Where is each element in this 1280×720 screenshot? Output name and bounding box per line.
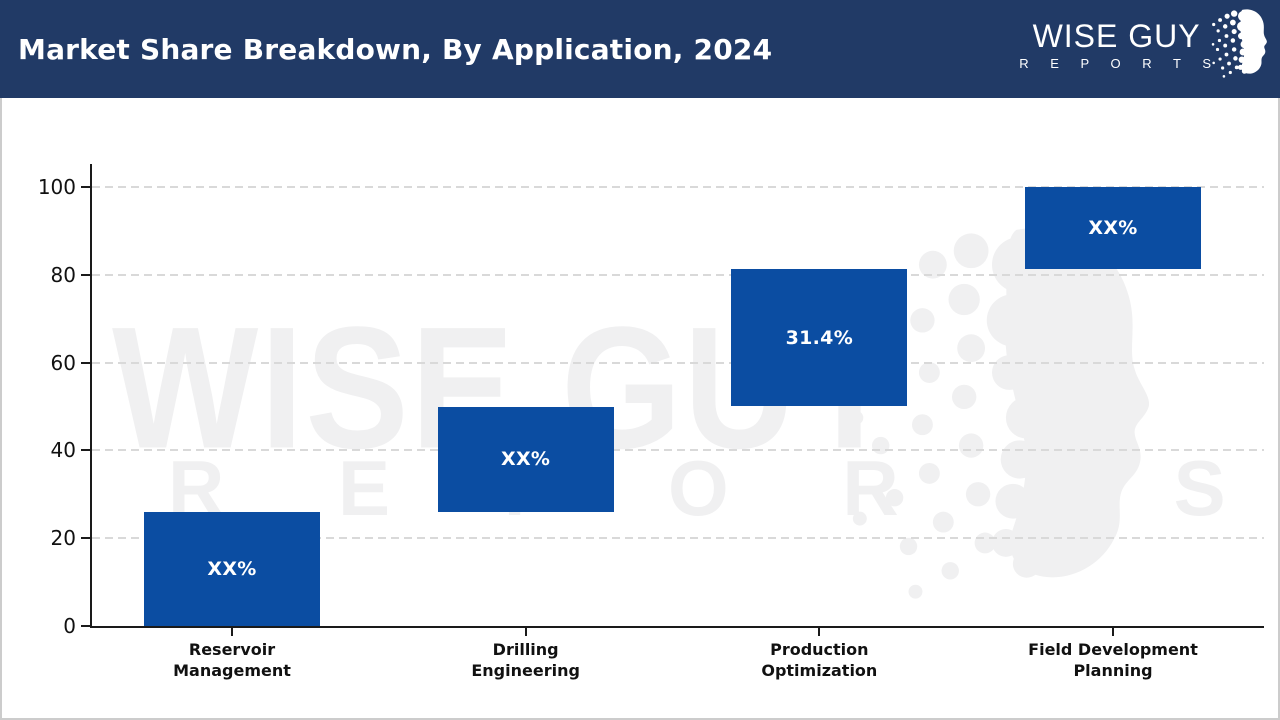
- y-tick-mark-40: [81, 449, 90, 452]
- bar-drilling-engineering: XX%: [437, 406, 614, 512]
- x-tick-label-line: Management: [173, 661, 291, 680]
- y-tick-label-40: 40: [50, 438, 76, 463]
- bar-value-label-field-development-planning: XX%: [1088, 216, 1138, 239]
- bar-value-label-drilling-engineering: XX%: [501, 448, 551, 471]
- y-tick-mark-80: [81, 273, 90, 276]
- x-tick-label-line: Engineering: [471, 661, 580, 680]
- x-tick-label-field-development-planning: Field Development Planning: [983, 639, 1243, 681]
- gridline-100: [92, 186, 1264, 188]
- bar-value-label-reservoir-management: XX%: [207, 557, 257, 580]
- gridline-60: [92, 361, 1264, 364]
- gridline-80: [92, 273, 1264, 276]
- y-axis-line: [90, 164, 92, 628]
- x-tick-label-line: Reservoir: [188, 640, 276, 659]
- x-tick-mark-reservoir-management: [231, 628, 233, 636]
- y-tick-mark-20: [81, 537, 90, 540]
- x-tick-label-reservoir-management: Reservoir Management: [102, 639, 362, 681]
- x-tick-mark-field-development-planning: [1112, 628, 1114, 636]
- bar-reservoir-management: XX%: [144, 511, 320, 626]
- y-tick-mark-0: [81, 625, 90, 627]
- head-profile-logo-icon: [1211, 9, 1267, 78]
- y-tick-mark-100: [81, 186, 90, 188]
- x-tick-label-production-optimization: Production Optimization: [689, 639, 949, 681]
- bar-value-label-production-optimization: 31.4%: [785, 326, 854, 349]
- brand-logo-text: WISE GUY R E P O R T S: [1013, 18, 1220, 71]
- y-tick-label-100: 100: [37, 175, 76, 199]
- x-tick-mark-production-optimization: [818, 628, 821, 636]
- bar-field-development-planning: XX%: [1025, 187, 1201, 269]
- x-tick-label-line: Production: [770, 640, 869, 659]
- x-tick-label-line: Field Development: [1028, 640, 1198, 659]
- page-title: Market Share Breakdown, By Application, …: [18, 32, 773, 66]
- x-tick-label-drilling-engineering: Drilling Engineering: [396, 639, 656, 681]
- header-bar: Market Share Breakdown, By Application, …: [0, 0, 1280, 98]
- gridline-40: [92, 449, 1264, 452]
- x-axis-line: [90, 626, 1264, 628]
- brand-name: WISE GUY: [1032, 17, 1201, 54]
- y-tick-label-60: 60: [50, 350, 76, 375]
- bar-production-optimization: 31.4%: [731, 268, 908, 407]
- y-tick-label-20: 20: [50, 526, 76, 551]
- y-tick-mark-60: [81, 361, 90, 364]
- x-tick-mark-drilling-engineering: [524, 628, 527, 636]
- brand-tagline: R E P O R T S: [1019, 55, 1220, 71]
- x-tick-label-line: Drilling: [492, 640, 559, 659]
- x-tick-label-line: Planning: [1073, 661, 1153, 680]
- gridline-20: [92, 537, 1264, 540]
- y-tick-label-80: 80: [50, 262, 76, 287]
- y-tick-label-0: 0: [63, 614, 76, 638]
- x-tick-label-line: Optimization: [761, 661, 878, 680]
- chart-area: WISE GUY R E P O R T S XX% XX% 31.4% XX% 0 20…: [0, 98, 1280, 720]
- brand-logo: WISE GUY R E P O R T S: [1013, 4, 1270, 84]
